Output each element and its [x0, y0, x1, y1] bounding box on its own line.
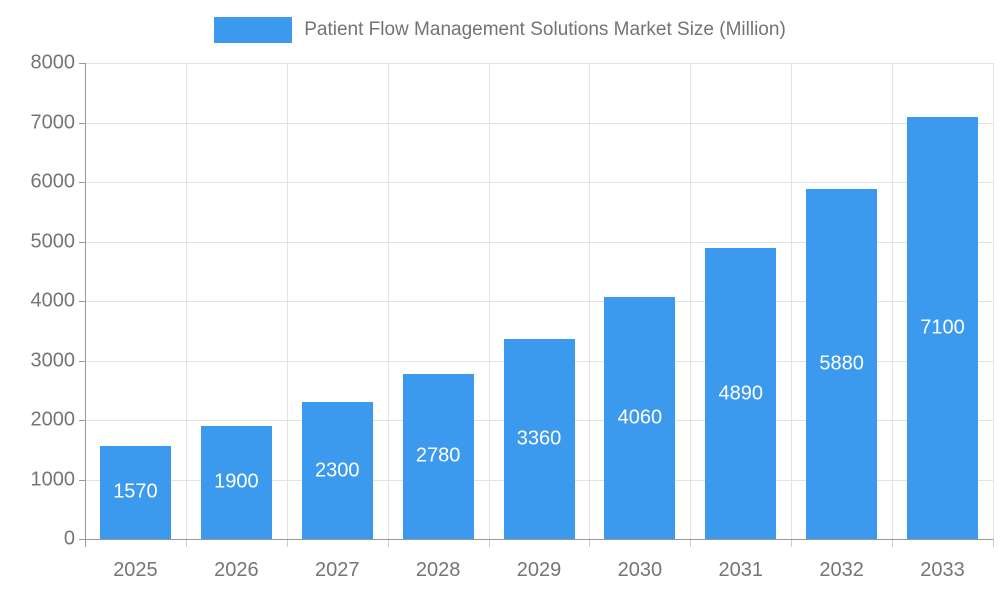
- bar[interactable]: 3360: [503, 339, 575, 539]
- x-axis-line: [79, 539, 993, 540]
- y-axis-line: [85, 63, 86, 547]
- x-axis-tick-label: 2029: [516, 559, 562, 581]
- x-axis-tick-label: 2033: [920, 559, 965, 581]
- y-axis-tick: [79, 122, 85, 124]
- bar[interactable]: 2300: [301, 402, 373, 539]
- bar[interactable]: 4060: [604, 297, 676, 539]
- vertical-gridline: [387, 63, 389, 539]
- legend-label: Patient Flow Management Solutions Market…: [304, 19, 786, 40]
- y-axis-tick-label: 8000: [30, 51, 76, 74]
- bar-value-label: 3360: [516, 427, 562, 450]
- x-axis-tick: [488, 539, 490, 547]
- y-axis-tick: [79, 420, 85, 421]
- bar[interactable]: 5880: [806, 189, 878, 539]
- x-axis-tick: [185, 539, 187, 547]
- bar-value-label: 5880: [819, 352, 864, 375]
- bar[interactable]: 2780: [402, 373, 474, 539]
- bar-value-label: 1900: [214, 470, 259, 493]
- vertical-gridline: [690, 63, 692, 539]
- y-axis-tick-label: 5000: [30, 230, 76, 252]
- y-axis-tick: [79, 182, 85, 183]
- vertical-gridline: [589, 63, 591, 539]
- bar-value-label: 4890: [718, 382, 764, 404]
- y-axis-tick-label: 3000: [30, 349, 76, 371]
- x-axis-tick: [892, 539, 894, 547]
- horizontal-gridline: [85, 122, 993, 124]
- x-axis-tick: [690, 539, 692, 547]
- y-axis-tick-label: 4000: [30, 289, 76, 312]
- x-axis-tick: [791, 539, 793, 547]
- y-axis-tick-label: 7000: [30, 111, 76, 133]
- y-axis-tick-label: 1000: [30, 468, 76, 490]
- vertical-gridline: [791, 63, 793, 539]
- horizontal-gridline: [85, 241, 993, 243]
- bar[interactable]: 7100: [907, 116, 979, 539]
- y-axis-tick: [79, 301, 85, 302]
- x-axis-tick-label: 2026: [214, 559, 259, 581]
- horizontal-gridline: [85, 301, 993, 302]
- y-axis-tick-label: 2000: [30, 408, 76, 431]
- vertical-gridline: [488, 63, 490, 539]
- vertical-gridline: [286, 63, 288, 539]
- y-axis-tick-label: 6000: [30, 170, 76, 193]
- y-axis-tick: [79, 360, 85, 362]
- y-axis-tick: [79, 63, 85, 64]
- bar-value-label: 2300: [314, 459, 360, 482]
- bar-value-label: 7100: [920, 316, 965, 339]
- bar[interactable]: 1570: [99, 445, 171, 539]
- legend-swatch: [214, 17, 293, 43]
- x-axis-tick-label: 2030: [617, 559, 663, 581]
- x-axis-tick: [286, 539, 288, 547]
- legend[interactable]: Patient Flow Management Solutions Market…: [0, 17, 1000, 43]
- y-axis-tick: [79, 479, 85, 481]
- x-axis-tick: [387, 539, 389, 547]
- x-axis-tick-label: 2032: [819, 559, 864, 581]
- vertical-gridline: [892, 63, 894, 539]
- x-axis-tick-label: 2028: [415, 559, 461, 581]
- horizontal-gridline: [85, 182, 993, 183]
- bar-value-label: 1570: [113, 480, 158, 503]
- y-axis-tick-label: 0: [63, 527, 75, 550]
- bar[interactable]: 4890: [705, 248, 777, 539]
- x-axis-tick: [993, 539, 994, 547]
- bar-value-label: 2780: [415, 444, 461, 467]
- bar-value-label: 4060: [617, 406, 663, 429]
- horizontal-gridline: [85, 63, 993, 64]
- vertical-gridline: [185, 63, 187, 539]
- y-axis-tick: [79, 241, 85, 243]
- x-axis-tick-label: 2027: [314, 559, 360, 581]
- x-axis-tick-label: 2025: [113, 559, 158, 581]
- x-axis-tick: [589, 539, 591, 547]
- x-axis-tick-label: 2031: [718, 559, 764, 581]
- vertical-gridline: [993, 63, 994, 539]
- bar[interactable]: 1900: [200, 425, 272, 539]
